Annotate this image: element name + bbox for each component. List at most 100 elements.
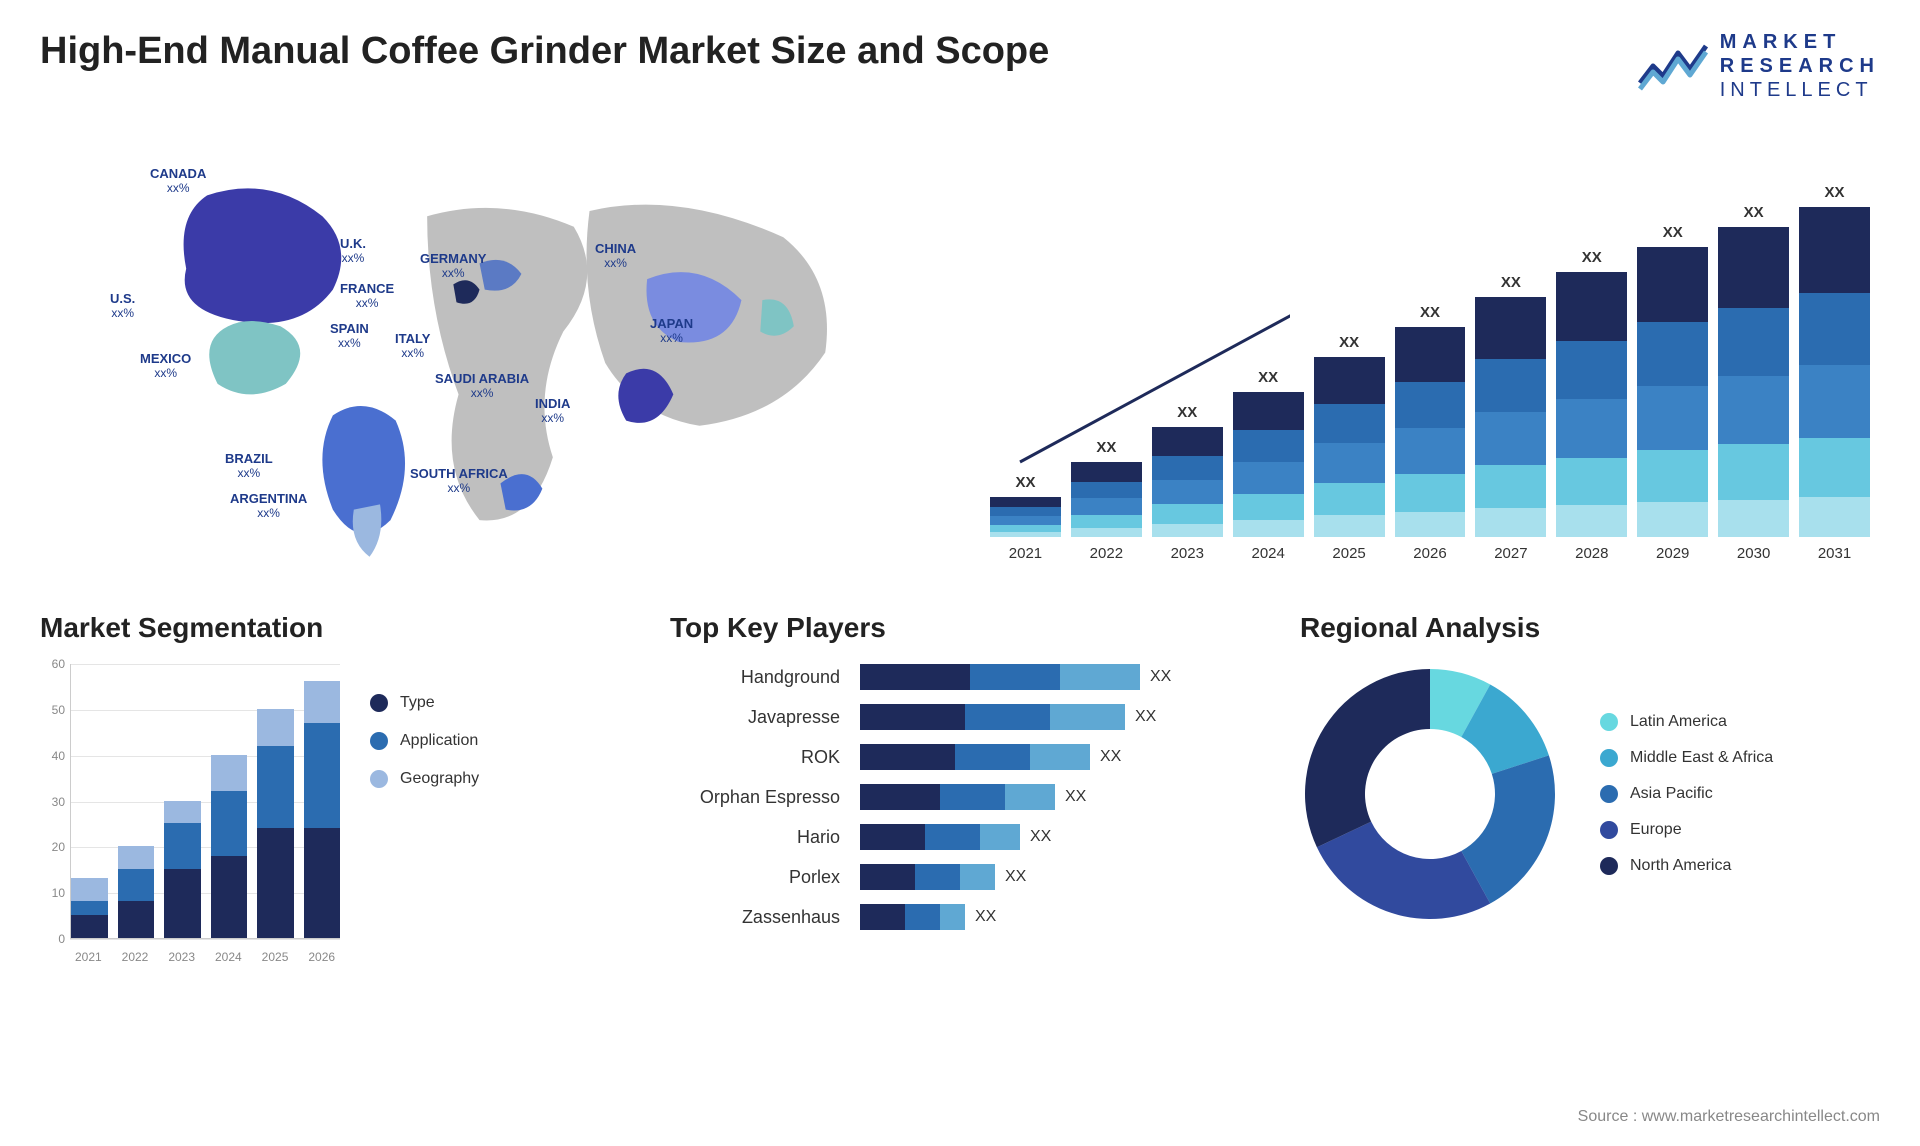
growth-bar-2029: XX 2029 bbox=[1637, 224, 1708, 562]
legend-label: Geography bbox=[400, 770, 479, 788]
players-panel: Top Key Players Handground Javapresse ROK O… bbox=[670, 612, 1250, 1012]
growth-bar-year: 2023 bbox=[1171, 545, 1204, 562]
segmentation-panel: Market Segmentation 01020304050602021202… bbox=[40, 612, 620, 1012]
growth-chart-panel: XX2021XX2022XX2023XX2024XX2025XX2026XX20… bbox=[980, 122, 1880, 562]
growth-bar-value: XX bbox=[1744, 204, 1764, 221]
growth-bar-2023: XX 2023 bbox=[1152, 404, 1223, 562]
logo-line1: MARKET bbox=[1720, 30, 1880, 54]
regional-legend-item: North America bbox=[1600, 857, 1773, 875]
world-map-panel: CANADAxx% U.S.xx% MEXICOxx% BRAZILxx% ARGENT… bbox=[40, 122, 940, 562]
map-label-japan: JAPANxx% bbox=[650, 317, 693, 346]
seg-bar bbox=[164, 801, 201, 938]
legend-label: Type bbox=[400, 694, 435, 712]
seg-year: 2021 bbox=[70, 950, 107, 964]
player-value: XX bbox=[1005, 868, 1026, 886]
growth-bar-2024: XX 2024 bbox=[1233, 369, 1304, 562]
player-name: Porlex bbox=[670, 864, 840, 890]
player-bar-row: XX bbox=[860, 784, 1250, 810]
growth-bar-2031: XX2031 bbox=[1799, 184, 1870, 562]
legend-swatch bbox=[370, 770, 388, 788]
growth-bar-value: XX bbox=[1096, 439, 1116, 456]
seg-bar bbox=[211, 755, 248, 938]
player-value: XX bbox=[1100, 748, 1121, 766]
map-label-south-africa: SOUTH AFRICAxx% bbox=[410, 467, 508, 496]
player-name: ROK bbox=[670, 744, 840, 770]
growth-bar-year: 2030 bbox=[1737, 545, 1770, 562]
legend-swatch bbox=[1600, 749, 1618, 767]
players-title: Top Key Players bbox=[670, 612, 1250, 644]
logo-line2: RESEARCH bbox=[1720, 54, 1880, 78]
growth-bar-year: 2024 bbox=[1251, 545, 1284, 562]
growth-bar-value: XX bbox=[1015, 474, 1035, 491]
growth-bar-year: 2028 bbox=[1575, 545, 1608, 562]
regional-panel: Regional Analysis Latin AmericaMiddle Ea… bbox=[1300, 612, 1880, 1012]
player-bars-chart: XXXXXXXXXXXXXX bbox=[860, 664, 1250, 930]
map-label-france: FRANCExx% bbox=[340, 282, 394, 311]
growth-bar-value: XX bbox=[1420, 304, 1440, 321]
seg-ytick: 40 bbox=[40, 749, 65, 763]
regional-legend-item: Asia Pacific bbox=[1600, 785, 1773, 803]
growth-bar-2022: XX 2022 bbox=[1071, 439, 1142, 562]
seg-legend-item: Geography bbox=[370, 770, 479, 788]
growth-bar-value: XX bbox=[1501, 274, 1521, 291]
growth-bar-year: 2022 bbox=[1090, 545, 1123, 562]
growth-bar-value: XX bbox=[1177, 404, 1197, 421]
growth-bar-2021: XX 2021 bbox=[990, 474, 1061, 562]
player-name: Hario bbox=[670, 824, 840, 850]
seg-year: 2022 bbox=[117, 950, 154, 964]
legend-swatch bbox=[1600, 713, 1618, 731]
growth-bar-year: 2021 bbox=[1009, 545, 1042, 562]
seg-year: 2023 bbox=[163, 950, 200, 964]
growth-bar-2026: XX 2026 bbox=[1395, 304, 1466, 562]
map-label-brazil: BRAZILxx% bbox=[225, 452, 273, 481]
map-label-india: INDIAxx% bbox=[535, 397, 570, 426]
player-name: Zassenhaus bbox=[670, 904, 840, 930]
donut-slice-europe bbox=[1317, 822, 1490, 919]
legend-swatch bbox=[1600, 821, 1618, 839]
map-label-u.k.: U.K.xx% bbox=[340, 237, 366, 266]
player-bar-row: XX bbox=[860, 664, 1250, 690]
player-bar-row: XX bbox=[860, 864, 1250, 890]
player-name: Javapresse bbox=[670, 704, 840, 730]
growth-bar-2028: XX 2028 bbox=[1556, 249, 1627, 562]
seg-year: 2024 bbox=[210, 950, 247, 964]
logo-line3: INTELLECT bbox=[1720, 78, 1880, 102]
player-name: Orphan Espresso bbox=[670, 784, 840, 810]
growth-bar-value: XX bbox=[1663, 224, 1683, 241]
segmentation-chart: 0102030405060202120222023202420252026 bbox=[40, 664, 340, 964]
player-bar-row: XX bbox=[860, 704, 1250, 730]
growth-bar-year: 2029 bbox=[1656, 545, 1689, 562]
growth-bar-value: XX bbox=[1258, 369, 1278, 386]
legend-label: Latin America bbox=[1630, 713, 1727, 731]
player-labels: Handground Javapresse ROK Orphan Espresso Ha… bbox=[670, 664, 840, 930]
map-label-germany: GERMANYxx% bbox=[420, 252, 486, 281]
seg-bar bbox=[71, 878, 108, 938]
player-bar-row: XX bbox=[860, 904, 1250, 930]
map-label-argentina: ARGENTINAxx% bbox=[230, 492, 307, 521]
regional-legend-item: Latin America bbox=[1600, 713, 1773, 731]
seg-ytick: 50 bbox=[40, 703, 65, 717]
player-name: Handground bbox=[670, 664, 840, 690]
legend-label: Middle East & Africa bbox=[1630, 749, 1773, 767]
regional-legend-item: Europe bbox=[1600, 821, 1773, 839]
growth-bar-2030: XX 2030 bbox=[1718, 204, 1789, 562]
map-label-spain: SPAINxx% bbox=[330, 322, 369, 351]
player-value: XX bbox=[1150, 668, 1171, 686]
seg-ytick: 60 bbox=[40, 657, 65, 671]
growth-bar-year: 2031 bbox=[1818, 545, 1851, 562]
growth-bar-2025: XX2025 bbox=[1314, 334, 1385, 562]
player-value: XX bbox=[1065, 788, 1086, 806]
seg-ytick: 0 bbox=[40, 932, 65, 946]
growth-bar-value: XX bbox=[1582, 249, 1602, 266]
segmentation-title: Market Segmentation bbox=[40, 612, 620, 644]
map-label-u.s.: U.S.xx% bbox=[110, 292, 135, 321]
map-label-canada: CANADAxx% bbox=[150, 167, 206, 196]
donut-slice-north-america bbox=[1305, 669, 1430, 847]
seg-legend-item: Type bbox=[370, 694, 479, 712]
seg-ytick: 20 bbox=[40, 840, 65, 854]
logo: MARKET RESEARCH INTELLECT bbox=[1638, 30, 1880, 102]
growth-bar-year: 2026 bbox=[1413, 545, 1446, 562]
legend-swatch bbox=[370, 732, 388, 750]
legend-swatch bbox=[1600, 857, 1618, 875]
map-label-mexico: MEXICOxx% bbox=[140, 352, 191, 381]
